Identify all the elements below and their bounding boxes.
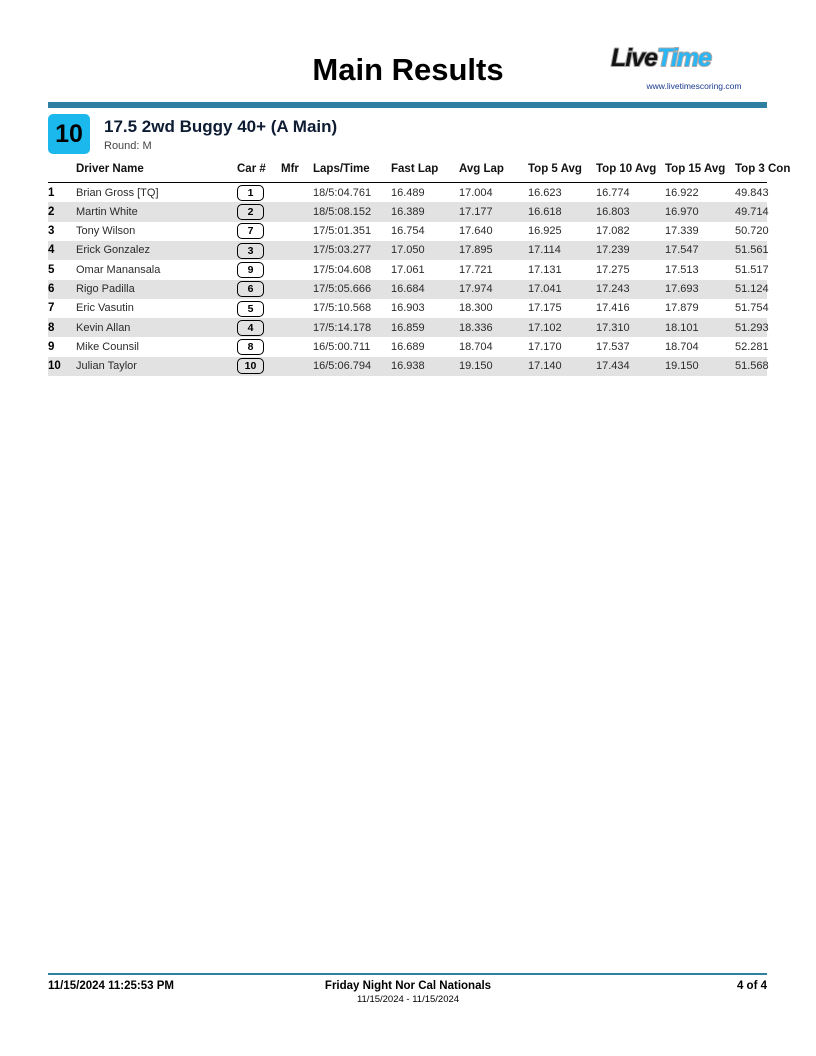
svg-text:LiveTime: LiveTime bbox=[611, 44, 712, 72]
